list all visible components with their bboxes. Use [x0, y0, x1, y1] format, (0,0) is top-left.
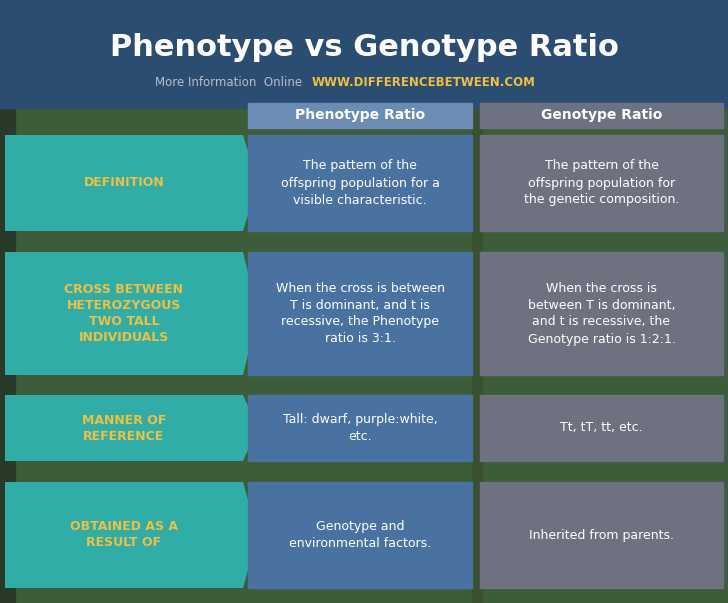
- Text: WWW.DIFFERENCEBETWEEN.COM: WWW.DIFFERENCEBETWEEN.COM: [312, 75, 536, 89]
- Bar: [472, 105, 482, 603]
- Bar: [248, 482, 472, 588]
- Text: When the cross is
between T is dominant,
and t is recessive, the
Genotype ratio : When the cross is between T is dominant,…: [528, 282, 676, 346]
- Text: Genotype and
environmental factors.: Genotype and environmental factors.: [289, 520, 431, 550]
- Bar: [248, 252, 472, 375]
- Polygon shape: [5, 395, 258, 461]
- Bar: [480, 135, 723, 231]
- Text: Phenotype Ratio: Phenotype Ratio: [295, 109, 425, 122]
- Bar: [480, 103, 723, 128]
- Text: DEFINITION: DEFINITION: [84, 177, 165, 189]
- Bar: [480, 482, 723, 588]
- Text: More Information  Online: More Information Online: [155, 75, 310, 89]
- Bar: [248, 395, 472, 461]
- Polygon shape: [5, 252, 258, 375]
- Bar: [480, 395, 723, 461]
- Text: The pattern of the
offspring population for
the genetic composition.: The pattern of the offspring population …: [524, 160, 679, 206]
- Text: Tall: dwarf, purple:white,
etc.: Tall: dwarf, purple:white, etc.: [282, 413, 438, 443]
- Bar: [0, 0, 728, 108]
- Bar: [0, 0, 728, 108]
- Text: Genotype Ratio: Genotype Ratio: [541, 109, 662, 122]
- Text: The pattern of the
offspring population for a
visible characteristic.: The pattern of the offspring population …: [280, 160, 440, 206]
- Bar: [248, 103, 472, 128]
- Polygon shape: [5, 482, 258, 588]
- Text: Tt, tT, tt, etc.: Tt, tT, tt, etc.: [560, 421, 643, 435]
- Bar: [0, 105, 15, 603]
- Bar: [480, 252, 723, 375]
- Text: Phenotype vs Genotype Ratio: Phenotype vs Genotype Ratio: [109, 34, 619, 63]
- Bar: [248, 135, 472, 231]
- Text: MANNER OF
REFERENCE: MANNER OF REFERENCE: [82, 414, 166, 443]
- Text: When the cross is between
T is dominant, and t is
recessive, the Phenotype
ratio: When the cross is between T is dominant,…: [275, 282, 445, 346]
- Polygon shape: [5, 135, 258, 231]
- Text: Inherited from parents.: Inherited from parents.: [529, 528, 674, 541]
- Bar: [0, 105, 728, 603]
- Text: CROSS BETWEEN
HETEROZYGOUS
TWO TALL
INDIVIDUALS: CROSS BETWEEN HETEROZYGOUS TWO TALL INDI…: [65, 283, 183, 344]
- Text: OBTAINED AS A
RESULT OF: OBTAINED AS A RESULT OF: [70, 520, 178, 549]
